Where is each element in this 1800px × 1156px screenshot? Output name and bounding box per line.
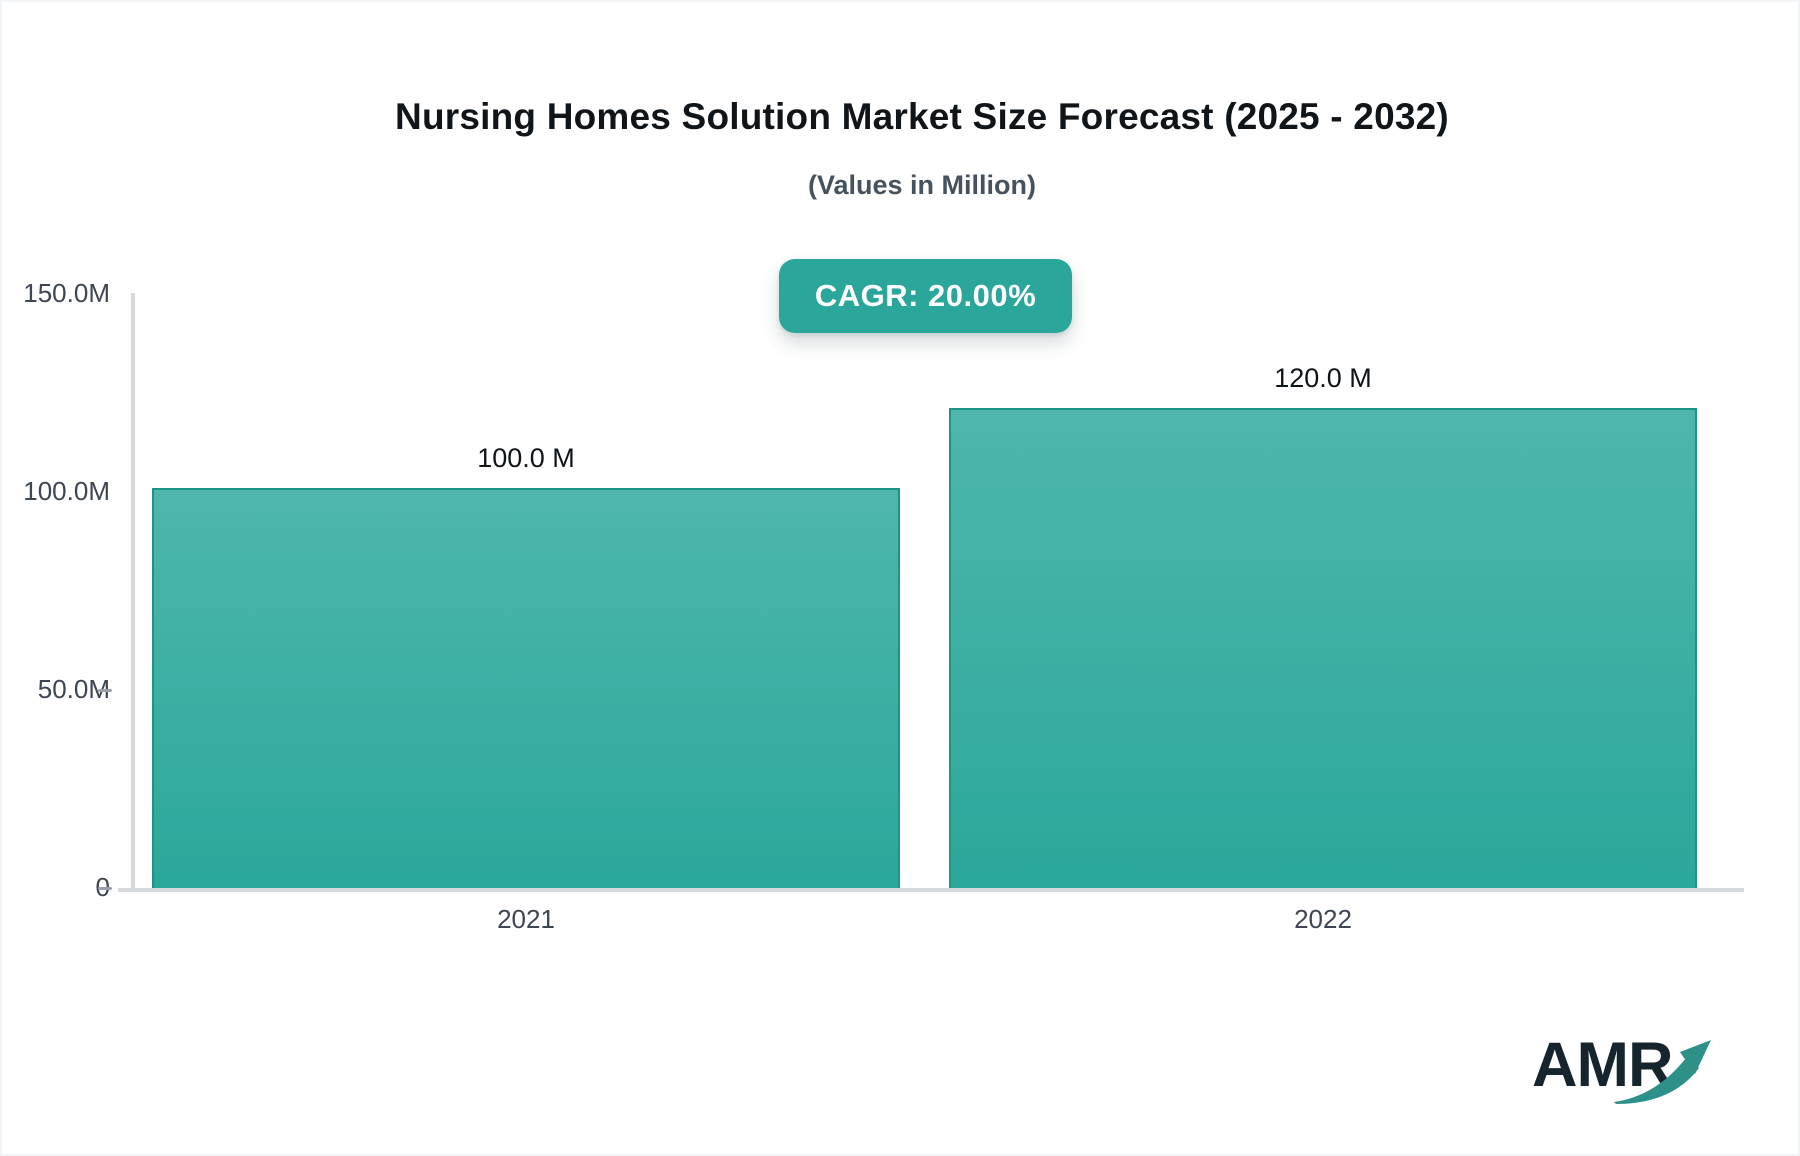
growth-arrow-icon <box>1614 1040 1711 1104</box>
chart-subtitle: (Values in Million) <box>807 170 1037 200</box>
amr-logo-text: AMR <box>1532 1030 1673 1100</box>
bar-2021 <box>152 488 900 888</box>
cagr-badge: CAGR: 20.00% <box>779 259 1072 333</box>
bar-value-label-2021: 100.0 M <box>477 443 575 473</box>
bar-2022 <box>949 408 1697 888</box>
y-tick-label-100m: 100.0M <box>23 476 110 506</box>
x-tick-label-2022: 2022 <box>1294 904 1352 934</box>
y-tick-mark-0 <box>98 887 112 890</box>
y-axis-line <box>131 293 135 888</box>
y-tick-label-50m: 50.0M <box>37 674 110 704</box>
bar-value-label-2022: 120.0 M <box>1274 363 1372 393</box>
y-tick-label-0: 0 <box>2 872 110 903</box>
x-tick-label-2021: 2021 <box>497 904 555 934</box>
y-tick-label-150m: 150.0M <box>23 278 110 308</box>
chart-title: Nursing Homes Solution Market Size Forec… <box>395 96 1449 137</box>
y-tick-mark-50m <box>98 689 112 692</box>
x-axis-line <box>118 888 1744 892</box>
